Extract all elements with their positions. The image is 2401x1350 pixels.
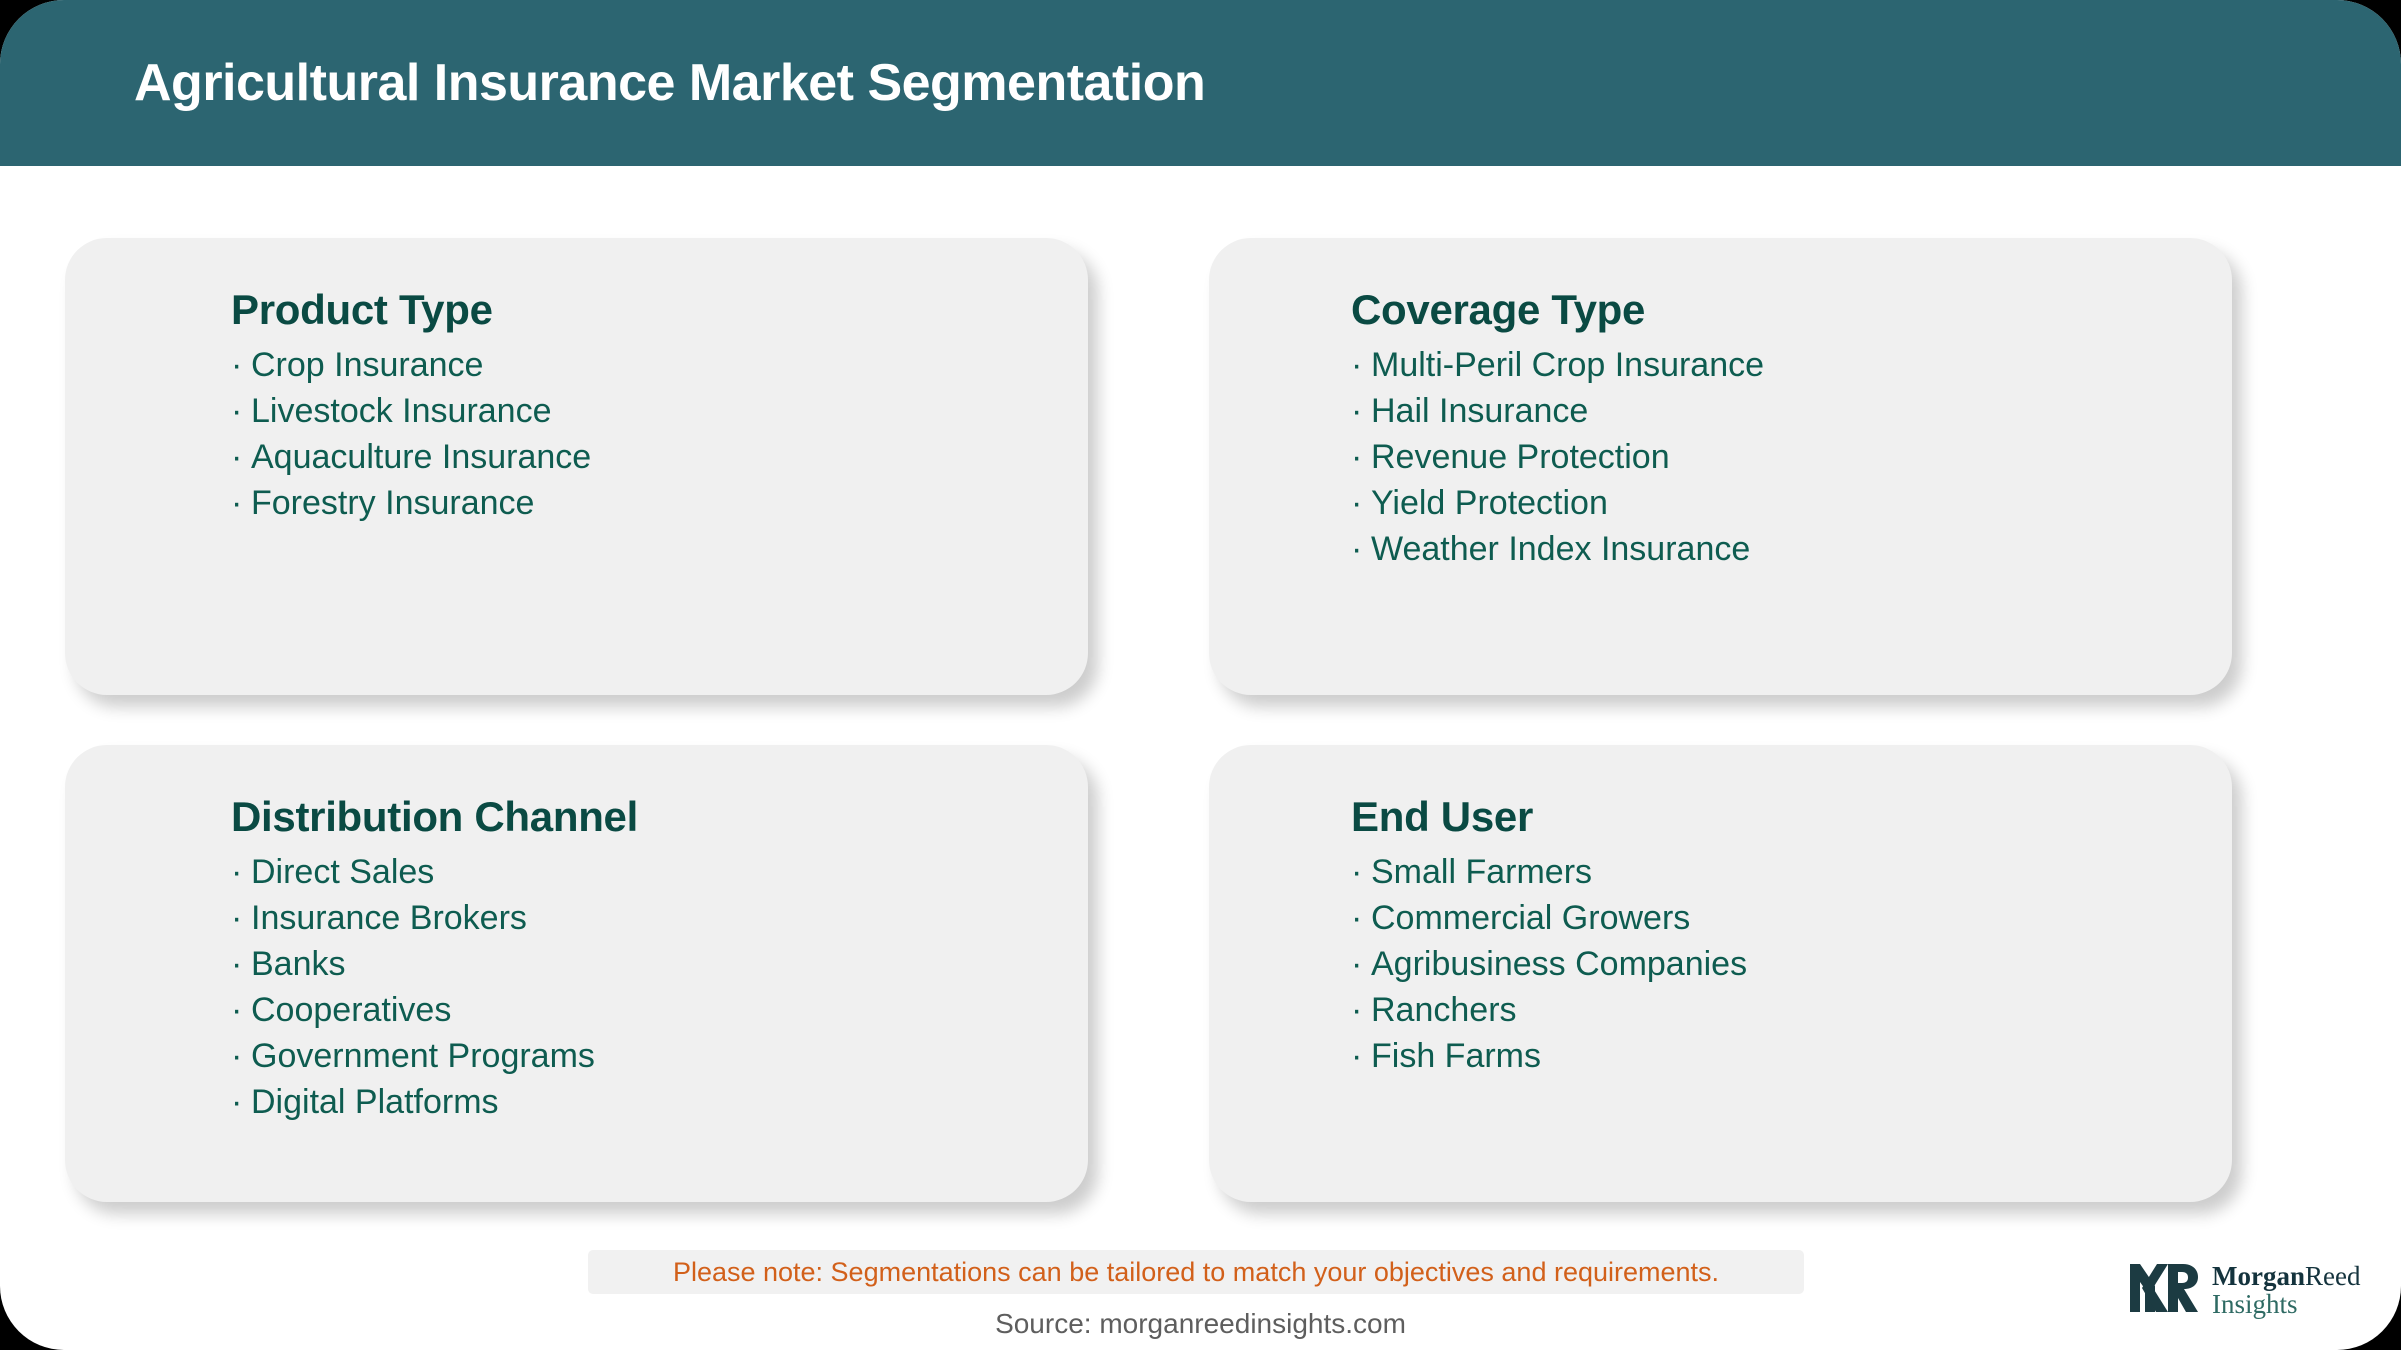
list-item: · Forestry Insurance: [231, 480, 1064, 526]
bullet-icon: ·: [1351, 438, 1363, 477]
segment-card-product-type[interactable]: Product Type · Crop Insurance · Livestock …: [65, 238, 1088, 695]
list-item-label: Agribusiness Companies: [1371, 945, 1748, 984]
list-item: · Weather Index Insurance: [1351, 526, 2208, 572]
list-item: · Hail Insurance: [1351, 388, 2208, 434]
bullet-icon: ·: [1351, 484, 1363, 523]
list-item-label: Crop Insurance: [251, 346, 484, 385]
card-title: Product Type: [231, 286, 493, 333]
list-item-label: Hail Insurance: [1371, 392, 1589, 431]
list-item: · Crop Insurance: [231, 342, 1064, 388]
card-item-list: · Multi-Peril Crop Insurance · Hail Insura…: [1351, 342, 2208, 572]
list-item-label: Livestock Insurance: [251, 392, 552, 431]
page-title: Agricultural Insurance Market Segmentati…: [134, 54, 1206, 112]
card-title: End User: [1351, 793, 1533, 840]
list-item-label: Government Programs: [251, 1037, 595, 1076]
list-item-label: Insurance Brokers: [251, 899, 527, 938]
bullet-icon: ·: [1351, 899, 1363, 938]
bullet-icon: ·: [1351, 1037, 1363, 1076]
list-item-label: Forestry Insurance: [251, 484, 535, 523]
bullet-icon: ·: [1351, 530, 1363, 569]
bullet-icon: ·: [231, 484, 243, 523]
bullet-icon: ·: [231, 438, 243, 477]
list-item-label: Revenue Protection: [1371, 438, 1670, 477]
list-item: · Aquaculture Insurance: [231, 434, 1064, 480]
list-item-label: Aquaculture Insurance: [251, 438, 592, 477]
segment-card-end-user[interactable]: End User · Small Farmers · Commercial Grow…: [1209, 745, 2232, 1202]
segment-card-coverage-type[interactable]: Coverage Type · Multi-Peril Crop Insuranc…: [1209, 238, 2232, 695]
list-item-label: Commercial Growers: [1371, 899, 1691, 938]
list-item: · Small Farmers: [1351, 849, 2208, 895]
bullet-icon: ·: [1351, 392, 1363, 431]
list-item-label: Digital Platforms: [251, 1083, 499, 1122]
bullet-icon: ·: [1351, 346, 1363, 385]
brand-logo[interactable]: MorganReed Insights: [2128, 1262, 2360, 1319]
logo-reed: Reed: [2304, 1260, 2361, 1291]
bullet-icon: ·: [231, 853, 243, 892]
card-item-list: · Small Farmers · Commercial Growers · Agri…: [1351, 849, 2208, 1079]
list-item-label: Yield Protection: [1371, 484, 1608, 523]
source-text: Source: morganreedinsights.com: [995, 1308, 1406, 1339]
list-item: · Commercial Growers: [1351, 895, 2208, 941]
note-banner: Please note: Segmentations can be tailor…: [588, 1250, 1804, 1294]
bullet-icon: ·: [231, 899, 243, 938]
bullet-icon: ·: [231, 1037, 243, 1076]
list-item-label: Weather Index Insurance: [1371, 530, 1751, 569]
logo-morgan: Morgan: [2212, 1260, 2305, 1291]
note-text: Please note: Segmentations can be tailor…: [672, 1256, 1720, 1287]
bullet-icon: ·: [231, 1083, 243, 1122]
bullet-icon: ·: [231, 392, 243, 431]
list-item: · Cooperatives: [231, 987, 1064, 1033]
list-item-label: Direct Sales: [251, 853, 435, 892]
list-item: · Agribusiness Companies: [1351, 941, 2208, 987]
list-item: · Insurance Brokers: [231, 895, 1064, 941]
card-title: Coverage Type: [1351, 286, 1646, 333]
list-item: · Livestock Insurance: [231, 388, 1064, 434]
list-item: · Direct Sales: [231, 849, 1064, 895]
list-item-label: Ranchers: [1371, 991, 1517, 1030]
list-item-label: Fish Farms: [1371, 1037, 1541, 1076]
footer: Please note: Segmentations can be tailor…: [0, 1234, 2401, 1350]
card-item-list: · Direct Sales · Insurance Brokers · Banks …: [231, 849, 1064, 1125]
list-item-label: Small Farmers: [1371, 853, 1593, 892]
list-item: · Multi-Peril Crop Insurance: [1351, 342, 2208, 388]
bullet-icon: ·: [1351, 945, 1363, 984]
list-item: · Fish Farms: [1351, 1033, 2208, 1079]
logo-wordmark: MorganReed Insights: [2212, 1260, 2361, 1319]
logo-line-insights: Insights: [2212, 1288, 2298, 1319]
card-title: Distribution Channel: [231, 793, 638, 840]
card-item-list: · Crop Insurance · Livestock Insurance · Aq…: [231, 342, 1064, 526]
list-item: · Digital Platforms: [231, 1079, 1064, 1125]
list-item-label: Multi-Peril Crop Insurance: [1371, 346, 1765, 385]
header-band: Agricultural Insurance Market Segmentati…: [0, 0, 2401, 166]
bullet-icon: ·: [231, 945, 243, 984]
list-item: · Banks: [231, 941, 1064, 987]
mr-monogram-icon: [2128, 1262, 2200, 1319]
list-item-label: Banks: [251, 945, 346, 984]
list-item: · Yield Protection: [1351, 480, 2208, 526]
bullet-icon: ·: [1351, 991, 1363, 1030]
bullet-icon: ·: [1351, 853, 1363, 892]
bullet-icon: ·: [231, 346, 243, 385]
logo-line-morganreed: MorganReed: [2212, 1260, 2361, 1291]
segmentation-card-grid: Product Type · Crop Insurance · Livestock …: [65, 238, 2232, 1204]
bullet-icon: ·: [231, 991, 243, 1030]
list-item-label: Cooperatives: [251, 991, 452, 1030]
segment-card-distribution-channel[interactable]: Distribution Channel · Direct Sales · Insu…: [65, 745, 1088, 1202]
list-item: · Revenue Protection: [1351, 434, 2208, 480]
list-item: · Ranchers: [1351, 987, 2208, 1033]
list-item: · Government Programs: [231, 1033, 1064, 1079]
